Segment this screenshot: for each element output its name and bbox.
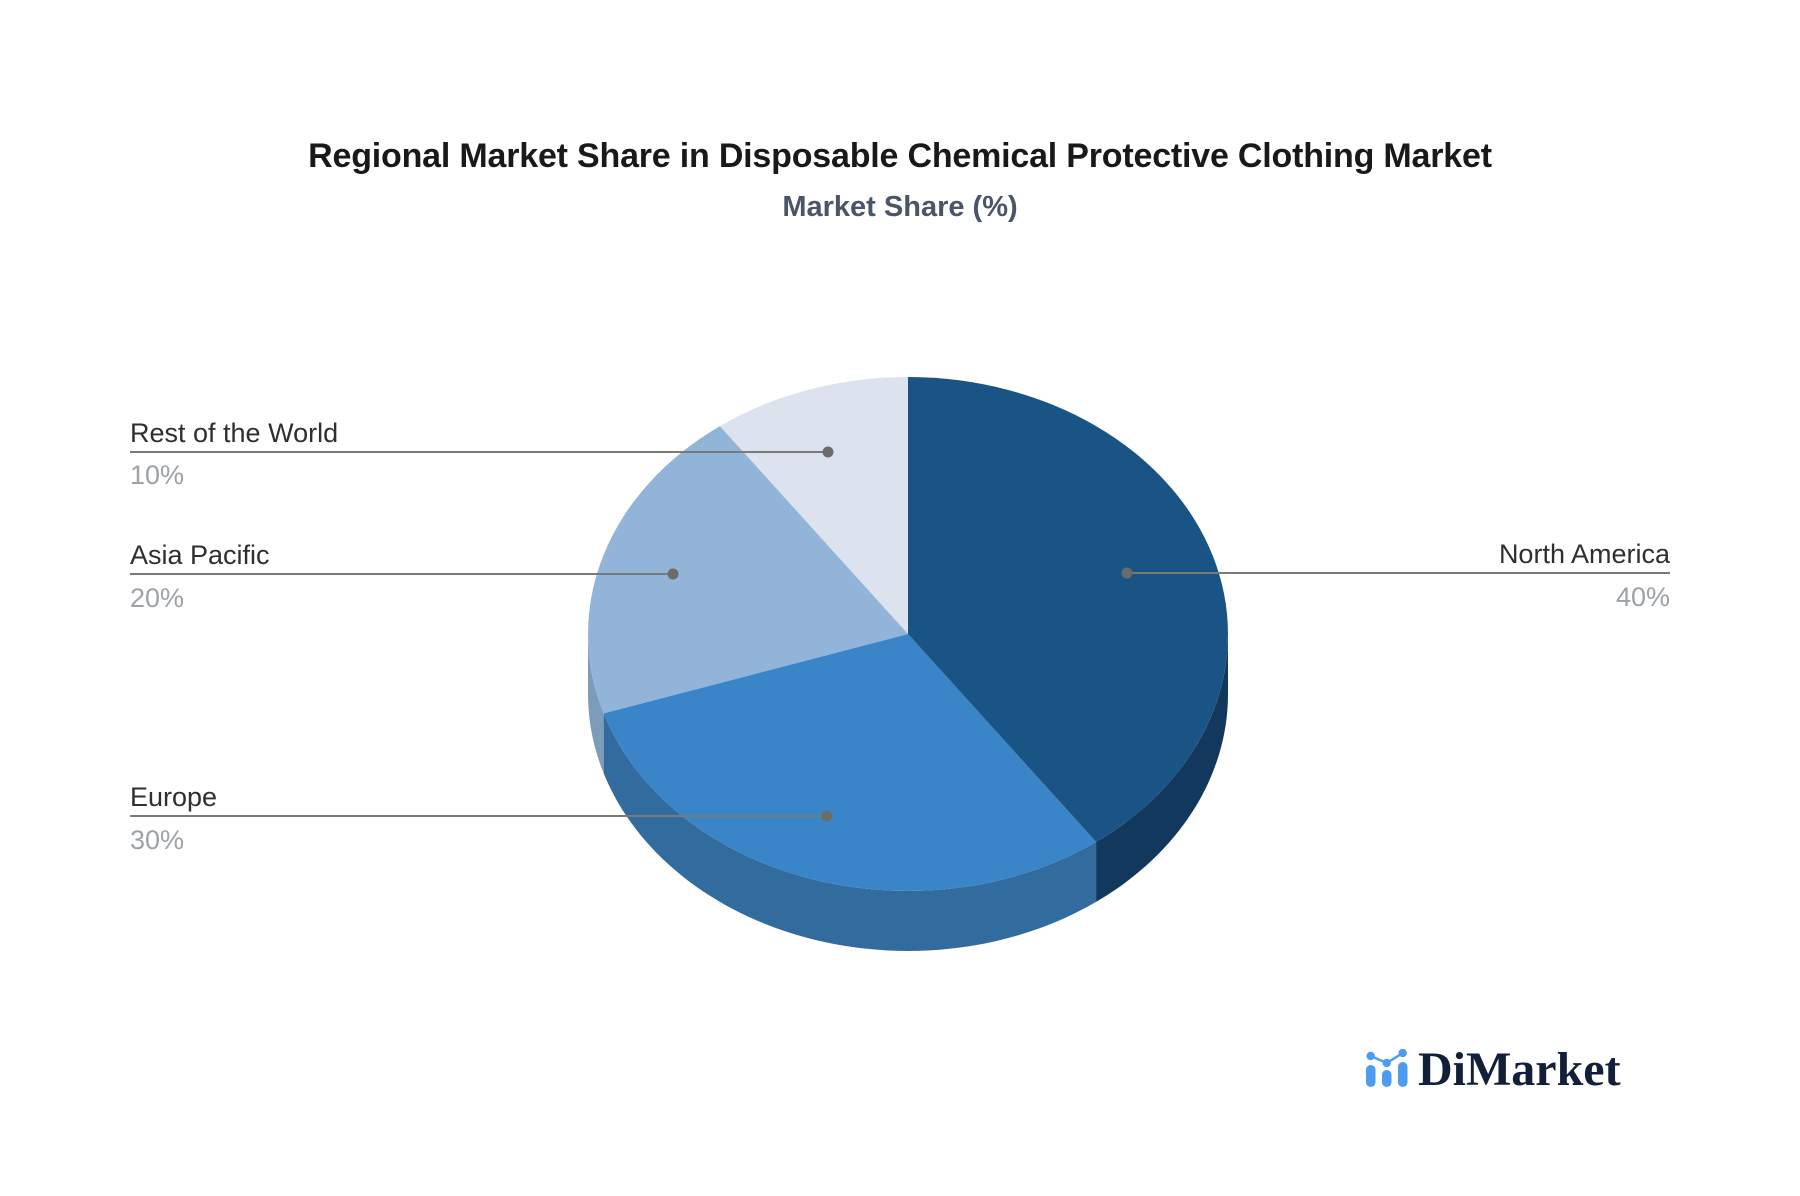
pie-slice-asia-pacific[interactable] [588, 426, 908, 714]
pie-slice-north-america[interactable] [908, 377, 1228, 842]
leader-dot-rest-of-the-world [822, 446, 834, 458]
leader-dot-europe [821, 810, 833, 822]
bar-line-chart-icon [1366, 1049, 1408, 1087]
pie-slice-europe[interactable] [603, 634, 1097, 891]
pie-slice-rest-of-the-world[interactable] [719, 377, 908, 634]
leader-dot-north-america [1121, 567, 1133, 579]
chart-subtitle: Market Share (%) [782, 191, 1018, 223]
pie-side-north-america [1096, 634, 1228, 902]
pie-side-europe [603, 713, 1097, 951]
value-europe: 30% [130, 825, 185, 855]
value-north-america: 40% [1615, 582, 1670, 612]
brand-name: DiMarket [1418, 1043, 1621, 1096]
label-europe: Europe [130, 782, 218, 812]
pie-side-asia-pacific [588, 634, 604, 774]
leader-dot-asia-pacific [667, 568, 679, 580]
label-rest-of-the-world: Rest of the World [130, 418, 339, 448]
value-rest-of-the-world: 10% [130, 460, 185, 490]
label-north-america: North America [1498, 539, 1670, 569]
value-asia-pacific: 20% [130, 583, 185, 613]
label-asia-pacific: Asia Pacific [130, 540, 270, 570]
chart-title: Regional Market Share in Disposable Chem… [308, 137, 1492, 175]
